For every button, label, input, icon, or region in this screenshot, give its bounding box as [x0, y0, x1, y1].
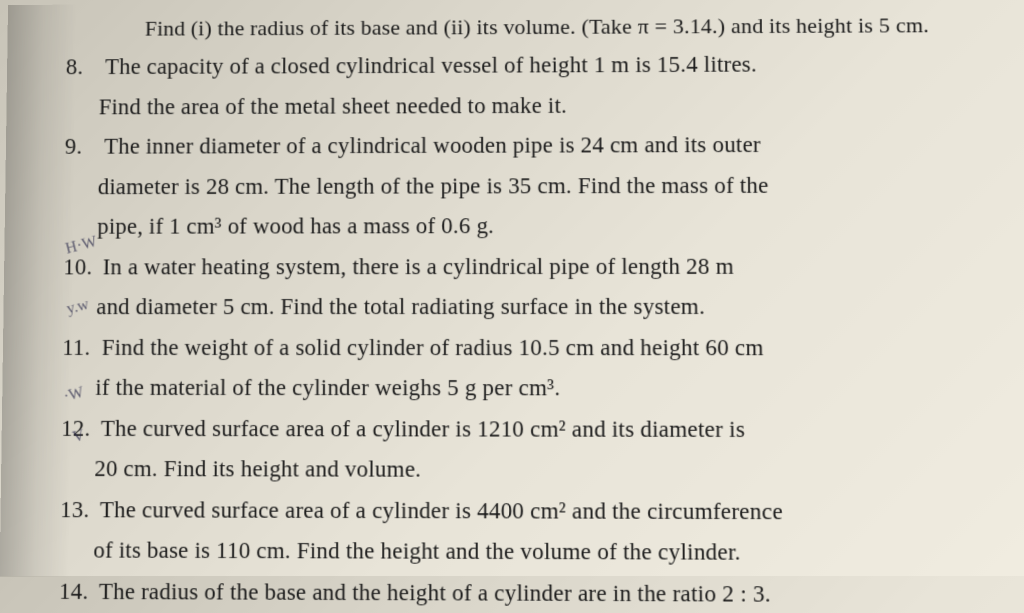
question-text-line: In a water heating system, there is a cy… [103, 249, 988, 284]
fragment-text: Find (i) the radius of its base and (ii)… [145, 12, 929, 40]
question-12-cont: 20 cm. Find its height and volume. [60, 452, 990, 489]
question-text-line: pipe, if 1 cm³ of wood has a mass of 0.6… [97, 213, 494, 238]
question-10-cont: and diameter 5 cm. Find the total radiat… [63, 290, 988, 325]
question-8: 8. The capacity of a closed cylindrical … [66, 47, 985, 85]
question-number: 13. [60, 493, 94, 528]
question-12: 12. The curved surface area of a cylinde… [61, 411, 989, 447]
question-10: 10. In a water heating system, there is … [63, 249, 987, 284]
fragment-previous-question: Find (i) the radius of its base and (ii)… [66, 8, 984, 45]
question-11-cont: if the material of the cylinder weighs 5… [61, 371, 988, 406]
question-text-line: The curved surface area of a cylinder is… [101, 411, 990, 447]
question-text-line: Find the weight of a solid cylinder of r… [102, 331, 989, 366]
question-14: 14. The radius of the base and the heigh… [59, 574, 992, 613]
question-text-line: The radius of the base and the height of… [99, 574, 992, 613]
question-13: 13. The curved surface area of a cylinde… [60, 493, 991, 530]
question-text-line: and diameter 5 cm. Find the total radiat… [96, 294, 705, 319]
question-text-line: The inner diameter of a cylindrical wood… [104, 127, 985, 164]
question-9-cont: diameter is 28 cm. The length of the pip… [64, 168, 986, 204]
question-text-line: 20 cm. Find its height and volume. [94, 456, 421, 482]
textbook-page: Find (i) the radius of its base and (ii)… [59, 8, 992, 613]
question-8-cont: Find the area of the metal sheet needed … [65, 87, 985, 124]
question-text-line: The curved surface area of a cylinder is… [100, 493, 991, 530]
question-9-cont2: pipe, if 1 cm³ of wood has a mass of 0.6… [64, 208, 987, 244]
question-9: 9. The inner diameter of a cylindrical w… [65, 127, 986, 164]
question-text-line: if the material of the cylinder weighs 5… [95, 375, 560, 400]
question-text-line: of its base is 110 cm. Find the height a… [93, 537, 741, 564]
question-number: 14. [59, 574, 93, 609]
question-text-line: diameter is 28 cm. The length of the pip… [98, 172, 769, 198]
question-number: 9. [65, 130, 99, 164]
question-number: 8. [66, 51, 100, 85]
question-text-line: Find the area of the metal sheet needed … [99, 93, 567, 119]
question-number: 11. [62, 331, 96, 365]
question-11: 11. Find the weight of a solid cylinder … [62, 331, 988, 366]
question-13-cont: of its base is 110 cm. Find the height a… [59, 533, 991, 571]
question-text-line: The capacity of a closed cylindrical ves… [105, 47, 984, 84]
